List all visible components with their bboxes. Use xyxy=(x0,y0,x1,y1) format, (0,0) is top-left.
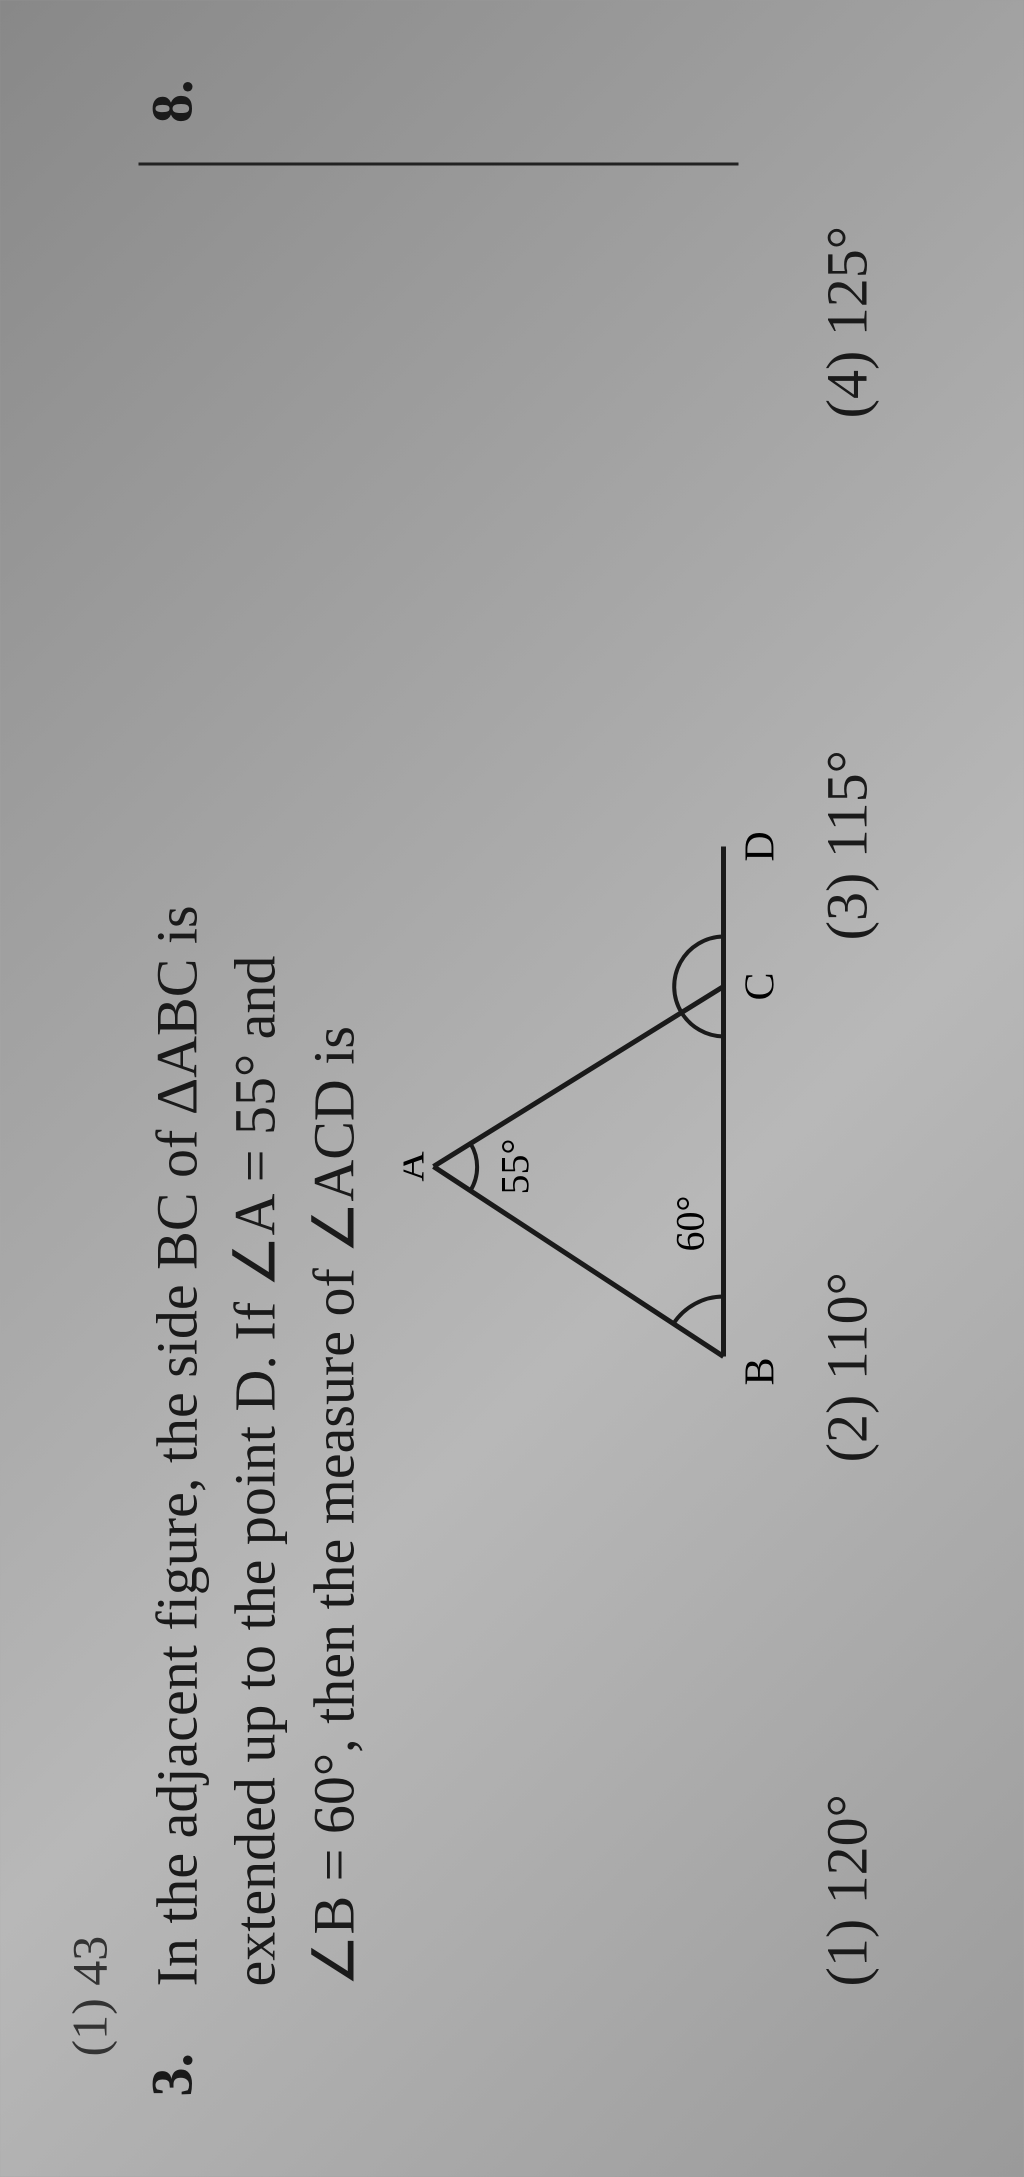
next-question-number: 8. xyxy=(139,80,739,167)
options-row: (1) 120° (2) 110° (3) 115° (4) 125° xyxy=(813,226,880,1987)
option-1: (1) 120° xyxy=(813,1794,880,1986)
question-text: In the adjacent figure, the side BC of Δ… xyxy=(139,226,374,1987)
question-line-2: extended up to the point D. If ∠A = 55° … xyxy=(223,956,288,1987)
angle-a-arc xyxy=(470,1143,477,1190)
triangle-figure: A B C D 55° 60° xyxy=(403,786,783,1426)
angle-b-arc xyxy=(673,1296,723,1323)
question-line-3: ∠B = 60°, then the measure of ∠ACD is xyxy=(301,1026,366,1986)
vertex-d-label: D xyxy=(737,831,783,861)
option-3: (3) 115° xyxy=(813,750,880,940)
partial-previous-option: (1) 43 xyxy=(61,80,119,2097)
angle-a-value: 55° xyxy=(492,1138,537,1194)
angle-acb-arc xyxy=(681,1012,723,1036)
option-4: (4) 125° xyxy=(813,226,880,418)
vertex-c-label: C xyxy=(737,972,783,1000)
option-2: (2) 110° xyxy=(813,1272,880,1462)
question-block: 3. In the adjacent figure, the side BC o… xyxy=(139,166,881,2097)
vertex-b-label: B xyxy=(737,1357,783,1385)
question-line-1: In the adjacent figure, the side BC of Δ… xyxy=(145,905,210,1986)
question-number: 3. xyxy=(139,2027,881,2097)
angle-b-value: 60° xyxy=(667,1195,712,1251)
vertex-a-label: A xyxy=(403,1150,433,1181)
